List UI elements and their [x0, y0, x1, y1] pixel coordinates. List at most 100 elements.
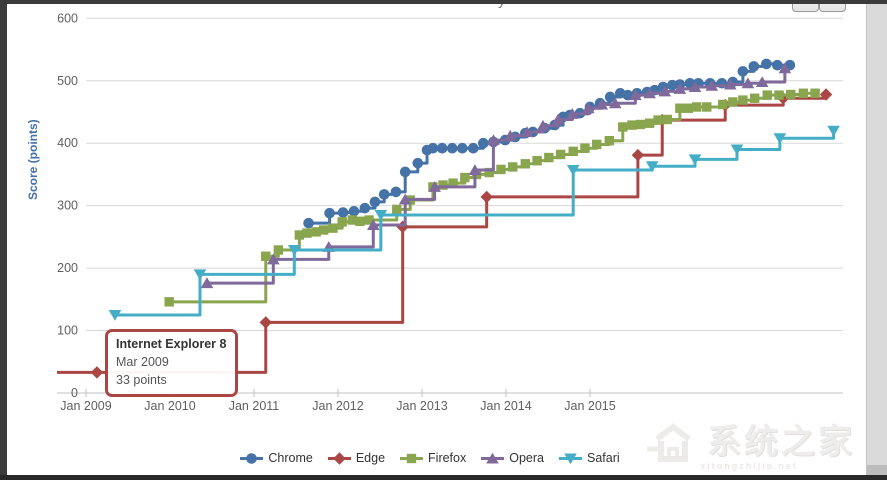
triangle-up-marker [741, 77, 755, 89]
vertical-scrollbar[interactable] [866, 4, 887, 475]
legend-item-firefox[interactable]: Firefox [400, 451, 466, 465]
triangle-up-marker [629, 89, 642, 101]
square-marker [311, 227, 321, 237]
square-marker [762, 90, 772, 100]
legend-label: Opera [509, 451, 544, 465]
circle-marker [246, 452, 258, 464]
y-tick-label: 300 [57, 199, 78, 213]
square-marker [347, 215, 357, 225]
x-tick-label: Jan 2013 [396, 399, 447, 413]
clipped-chart-title: y [498, 4, 524, 12]
legend-label: Edge [355, 451, 386, 465]
y-axis-labels: 0 100 200 300 400 500 600 [57, 11, 78, 400]
circle-marker [359, 202, 371, 214]
square-marker [568, 146, 578, 157]
y-tick-label: 500 [57, 74, 78, 88]
x-tick-label: Jan 2012 [312, 399, 363, 413]
square-marker [618, 122, 628, 132]
house-icon [647, 423, 691, 462]
triangle-down-marker [827, 125, 840, 137]
y-tick-label: 0 [71, 386, 78, 400]
square-marker [786, 89, 796, 100]
triangle-down-marker [374, 210, 388, 221]
square-marker [302, 228, 312, 238]
circle-marker [378, 189, 390, 200]
y-tick-label: 200 [57, 261, 78, 275]
series-edge[interactable] [57, 88, 833, 379]
square-marker [644, 118, 655, 128]
legend-item-edge[interactable]: Edge [327, 451, 386, 465]
series-opera[interactable] [200, 62, 792, 289]
triangle-down-marker [566, 165, 580, 176]
square-marker [544, 152, 554, 163]
triangle-up-marker [551, 113, 565, 125]
tooltip-title: Internet Explorer 8 [116, 337, 227, 351]
triangle-down-legend-icon [558, 453, 582, 464]
square-legend-icon [400, 453, 424, 463]
circle-marker [446, 142, 458, 154]
triangle-down-marker [564, 453, 577, 464]
square-marker [273, 245, 284, 255]
diamond-marker [333, 451, 346, 465]
square-marker [798, 88, 809, 98]
circle-marker [369, 196, 381, 208]
circle-marker [390, 186, 402, 198]
legend-item-opera[interactable]: Opera [481, 451, 544, 465]
scrollbar-end [867, 465, 887, 475]
triangle-up-marker [428, 181, 441, 192]
legend-label: Safari [586, 451, 620, 465]
square-marker [496, 164, 506, 175]
diamond-marker [90, 366, 104, 379]
square-marker [691, 102, 702, 112]
circle-marker [337, 207, 349, 218]
circle-marker [772, 59, 783, 71]
legend-label: Firefox [428, 451, 467, 465]
triangle-up-marker [723, 78, 737, 90]
x-tick-label: Jan 2009 [60, 399, 111, 413]
diamond-marker [396, 220, 409, 234]
square-marker [460, 172, 470, 183]
square-marker [749, 93, 760, 103]
square-marker [438, 180, 448, 190]
series-firefox[interactable] [164, 88, 820, 307]
circle-marker [324, 207, 335, 219]
square-marker [520, 159, 531, 169]
tooltip-date: Mar 2009 [116, 354, 169, 369]
circle-marker [761, 58, 772, 70]
square-marker [392, 204, 402, 215]
legend-item-safari[interactable]: Safari [558, 451, 620, 465]
square-marker [604, 136, 615, 146]
diamond-legend-icon [327, 451, 351, 465]
square-marker [662, 114, 672, 125]
y-tick-label: 400 [57, 136, 78, 150]
diamond-marker [480, 190, 493, 204]
circle-marker [436, 142, 448, 154]
diamond-marker [259, 316, 272, 329]
square-marker [718, 99, 728, 110]
circle-marker [457, 142, 468, 154]
triangle-down-marker [730, 144, 744, 156]
x-tick-label: Jan 2011 [229, 399, 280, 413]
series-safari[interactable] [108, 125, 840, 321]
circle-marker [399, 166, 411, 178]
diamond-marker [819, 88, 833, 101]
square-marker [592, 139, 602, 150]
circle-marker [427, 142, 439, 154]
circle-legend-icon [240, 452, 264, 464]
triangle-up-marker [566, 108, 579, 119]
watermark: 系统之家 xitongzhijia.net [643, 414, 855, 471]
x-axis-labels: Jan 2009 Jan 2010 Jan 2011 Jan 2012 Jan 2013… [60, 389, 616, 413]
legend-item-chrome[interactable]: Chrome [240, 451, 313, 465]
tooltip-value: 33 points [116, 372, 167, 387]
taskbar-strip [0, 475, 887, 480]
window-frame-top [0, 0, 887, 4]
legend: Chrome Edge Firefox Opera Safari [0, 451, 860, 465]
triangle-down-marker [645, 161, 659, 173]
circle-marker [748, 61, 760, 72]
triangle-down-marker [193, 269, 207, 281]
square-marker [653, 115, 663, 125]
clipped-title-glyph: y [498, 4, 524, 9]
square-marker [555, 149, 566, 160]
square-marker [774, 90, 784, 100]
